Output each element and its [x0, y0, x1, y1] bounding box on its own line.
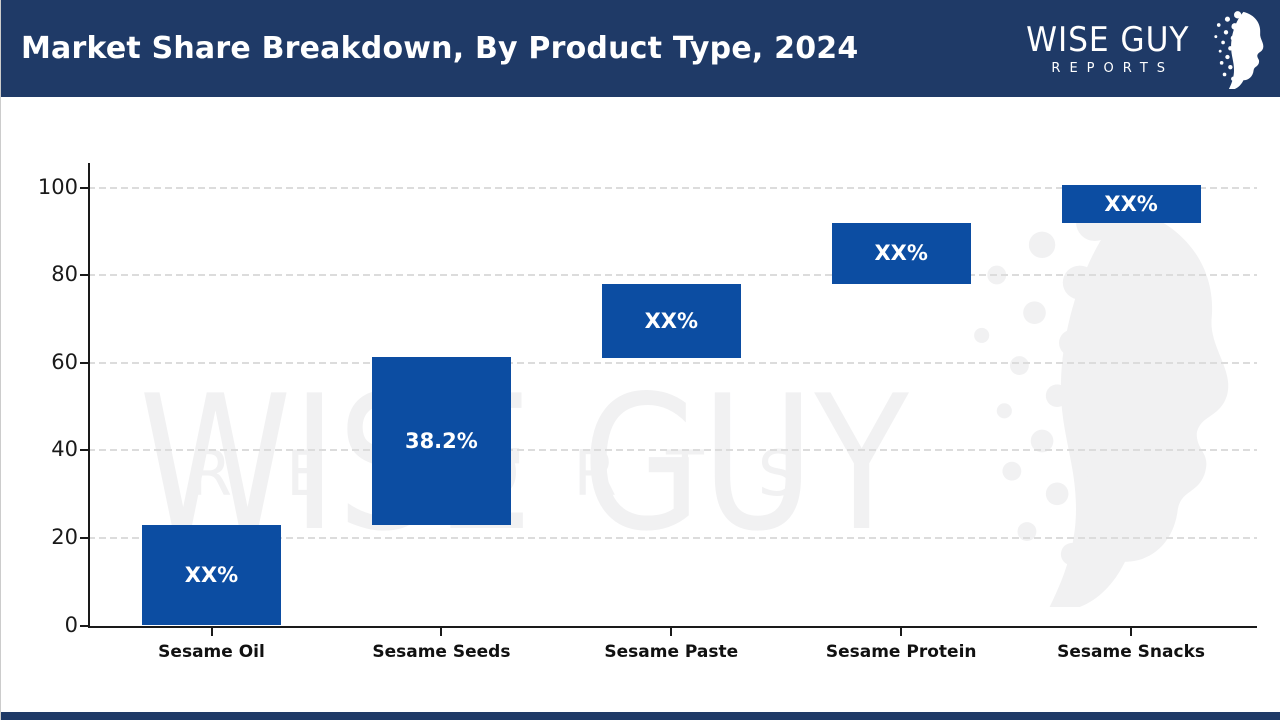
y-tick-mark — [80, 361, 88, 364]
bar-value-label: 38.2% — [404, 429, 478, 454]
y-gridline — [88, 186, 1257, 189]
y-gridline — [88, 361, 1257, 364]
bar-sesame-oil: XX% — [142, 524, 281, 626]
y-gridline — [88, 536, 1257, 539]
header: Market Share Breakdown, By Product Type,… — [1, 0, 1280, 97]
brand-logo: WISE GUY REPORTS — [1019, 9, 1267, 89]
chart-title: Market Share Breakdown, By Product Type,… — [21, 31, 859, 66]
x-tick-label: Sesame Protein — [825, 641, 977, 662]
bar-value-label: XX% — [644, 309, 699, 334]
x-tick-mark — [210, 627, 213, 636]
bar-value-label: XX% — [184, 563, 239, 588]
y-tick-mark — [80, 536, 88, 539]
y-tick-mark — [80, 449, 88, 452]
dotted-head-logo-icon — [1214, 10, 1264, 89]
x-tick-label: Sesame Snacks — [1057, 641, 1206, 662]
x-tick-mark — [440, 627, 443, 636]
brand-name: WISE GUY — [1026, 19, 1190, 60]
bar-value-label: XX% — [1104, 191, 1158, 216]
y-tick-label: 40 — [51, 437, 78, 462]
x-tick-mark — [670, 627, 673, 636]
chart-canvas: WISE GUY REPORTS 0 20 40 60 80 100 XX% Sesame O… — [1, 97, 1280, 712]
brand-subtitle: REPORTS — [1051, 60, 1175, 76]
bar-value-label: XX% — [874, 241, 928, 266]
y-gridline — [88, 449, 1257, 452]
y-tick-label: 80 — [51, 262, 78, 287]
y-tick-label: 20 — [51, 524, 78, 549]
y-tick-mark — [80, 624, 88, 627]
y-tick-mark — [80, 186, 88, 189]
y-gridline — [88, 274, 1257, 277]
y-tick-label: 60 — [51, 349, 78, 374]
x-tick-label: Sesame Oil — [158, 641, 265, 662]
x-tick-mark — [1130, 627, 1133, 636]
x-tick-label: Sesame Paste — [604, 641, 739, 662]
bar-sesame-protein: XX% — [831, 222, 971, 284]
watermark-brand-subtitle: REPORTS — [189, 437, 852, 510]
bar-sesame-paste: XX% — [601, 283, 741, 359]
y-axis-line — [88, 163, 90, 628]
footer-bar — [1, 712, 1280, 720]
bar-sesame-snacks: XX% — [1061, 185, 1201, 223]
x-tick-mark — [900, 627, 903, 636]
bar-sesame-seeds: 38.2% — [371, 357, 511, 525]
x-tick-label: Sesame Seeds — [372, 641, 511, 662]
y-tick-label: 100 — [37, 174, 78, 199]
x-axis-line — [88, 625, 1257, 628]
y-tick-label: 0 — [64, 612, 78, 637]
y-tick-mark — [80, 274, 88, 277]
brand-logo-text: WISE GUY REPORTS — [1019, 23, 1197, 75]
